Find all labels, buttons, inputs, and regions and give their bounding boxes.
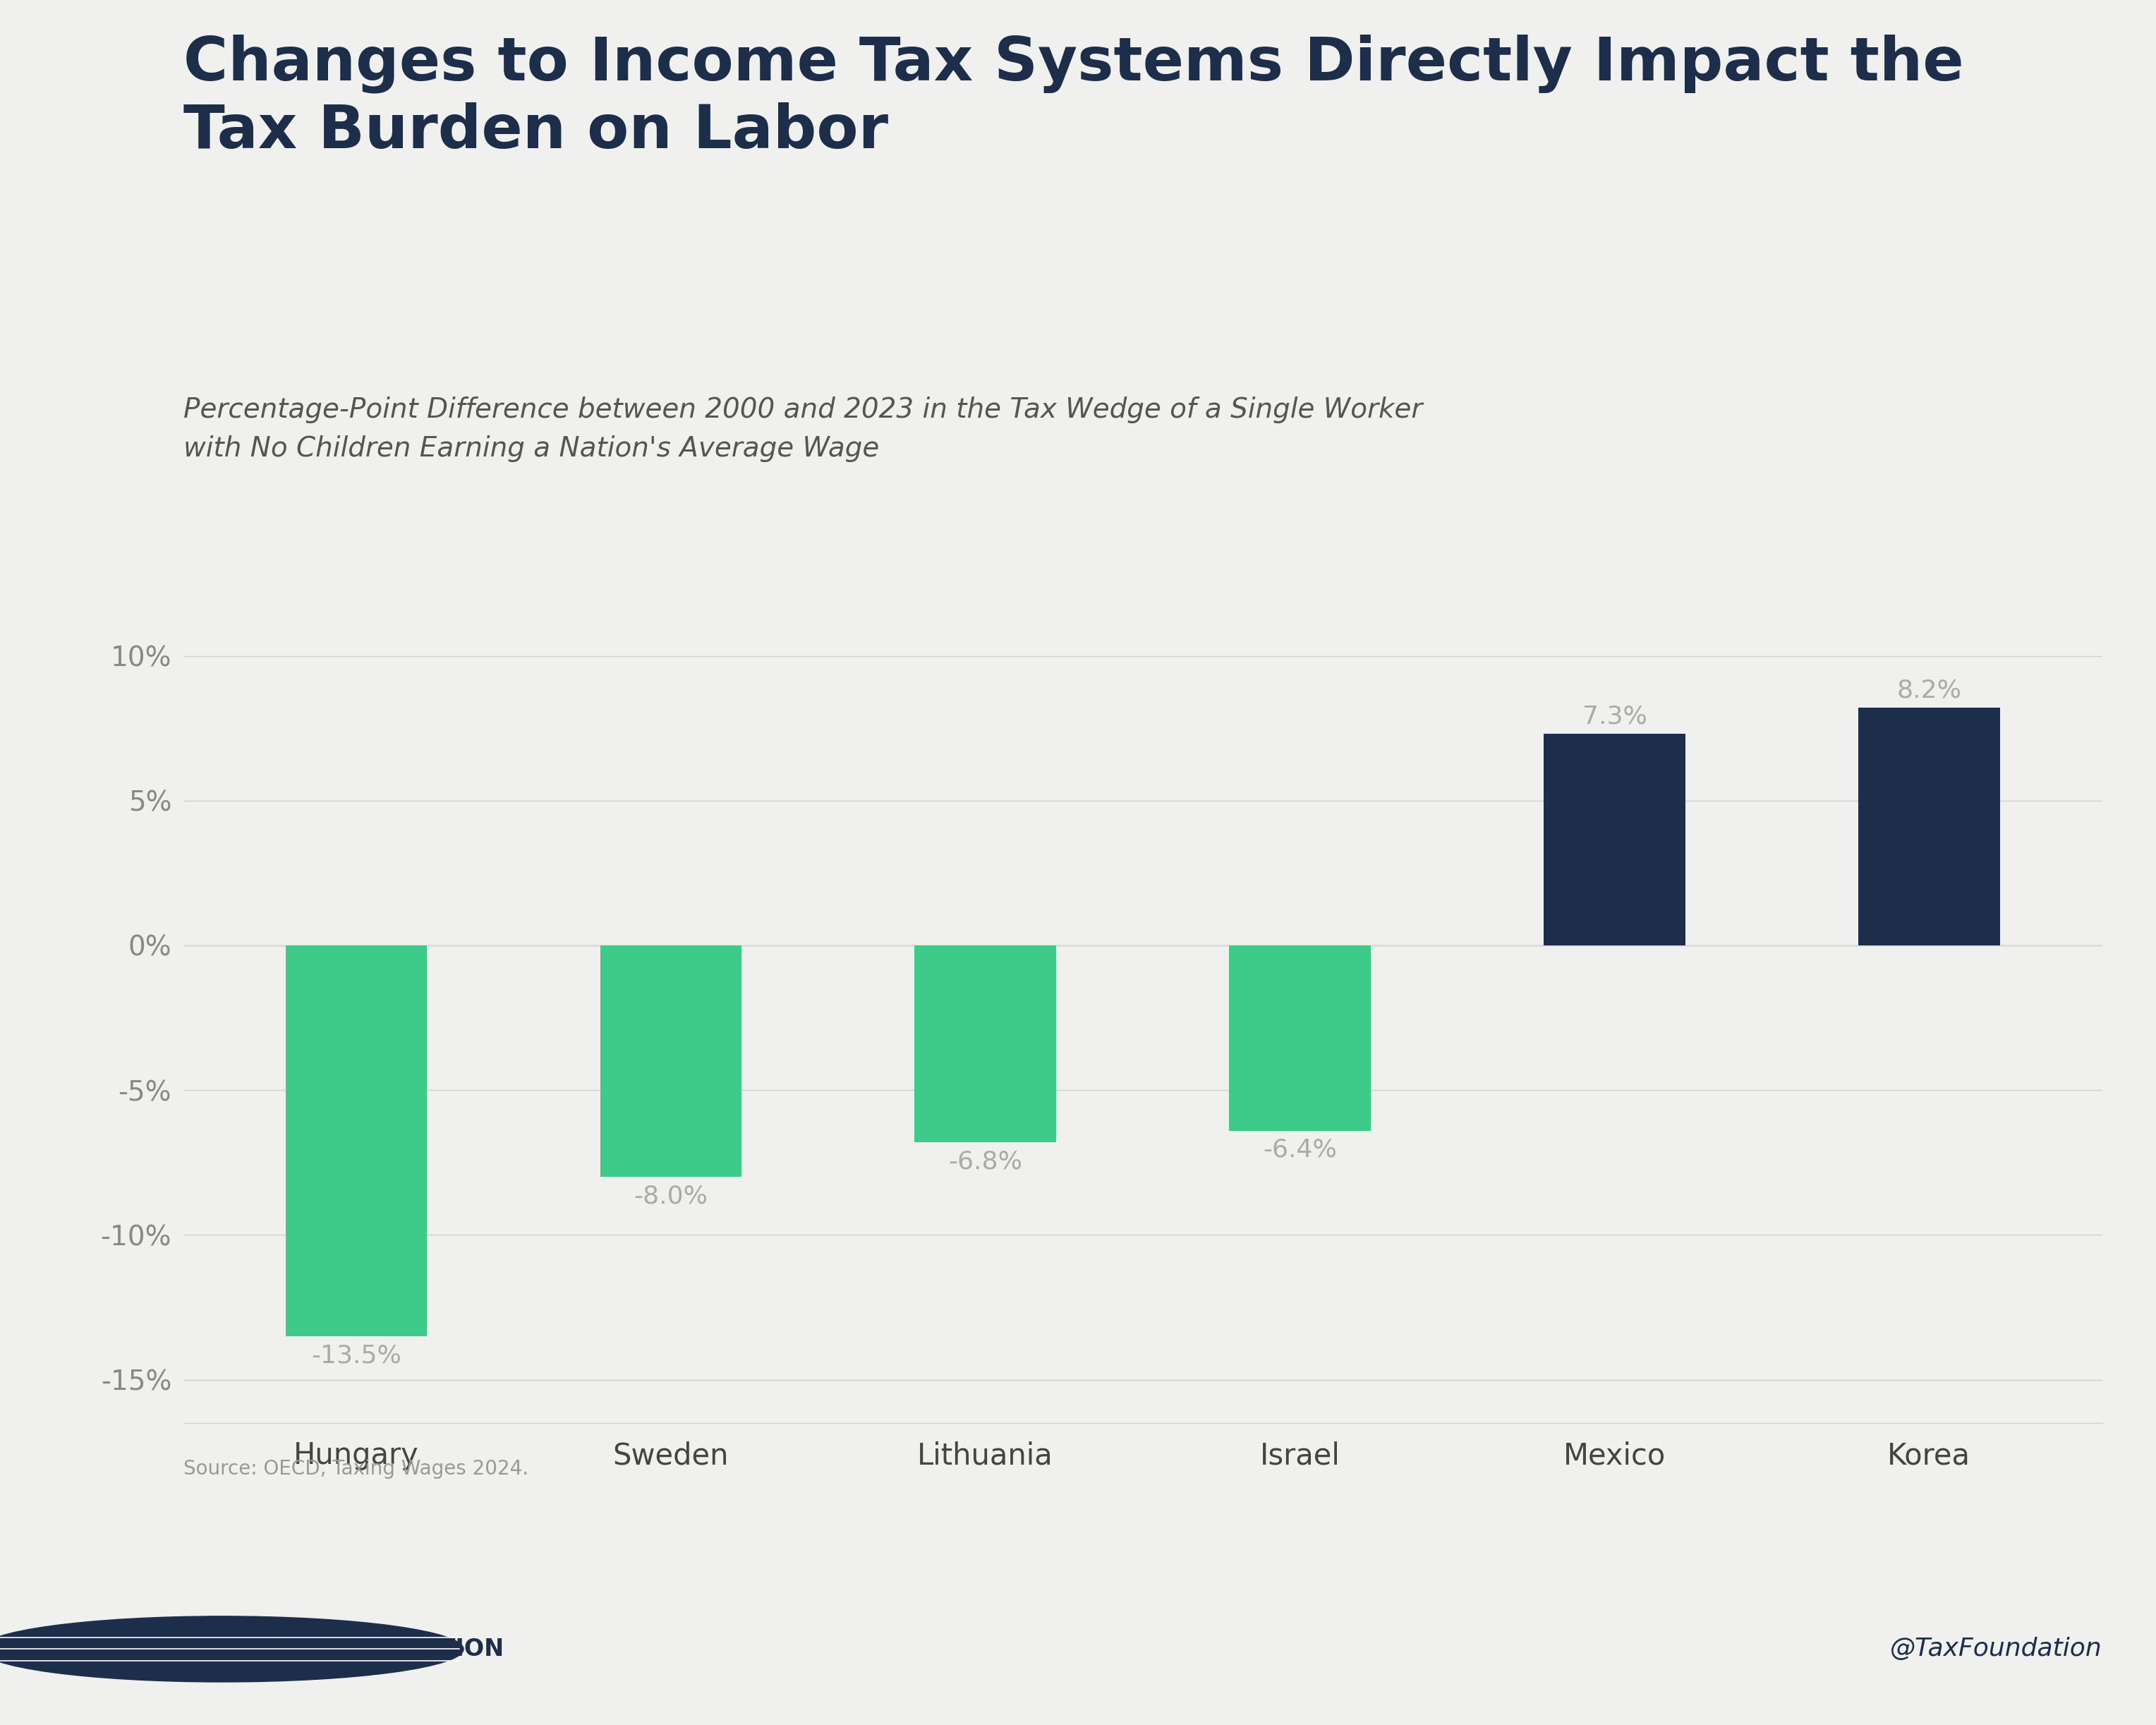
Text: TAX FOUNDATION: TAX FOUNDATION [270, 1637, 505, 1661]
Text: Percentage-Point Difference between 2000 and 2023 in the Tax Wedge of a Single W: Percentage-Point Difference between 2000… [183, 397, 1423, 462]
Bar [285, 945, 427, 1337]
Text: -8.0%: -8.0% [634, 1185, 707, 1208]
Bar [1858, 707, 2001, 945]
Text: @TaxFoundation: @TaxFoundation [1891, 1637, 2102, 1661]
Text: 8.2%: 8.2% [1897, 678, 1962, 702]
Text: Source: OECD, Taxing Wages 2024.: Source: OECD, Taxing Wages 2024. [183, 1459, 528, 1478]
Bar [914, 945, 1056, 1142]
Bar [1229, 945, 1371, 1130]
Bar [1544, 733, 1686, 945]
Text: Changes to Income Tax Systems Directly Impact the
Tax Burden on Labor: Changes to Income Tax Systems Directly I… [183, 34, 1964, 160]
Circle shape [0, 1616, 464, 1682]
Text: -13.5%: -13.5% [310, 1344, 401, 1368]
Text: -6.4%: -6.4% [1263, 1138, 1337, 1163]
Text: -6.8%: -6.8% [949, 1149, 1022, 1173]
Text: 7.3%: 7.3% [1583, 704, 1647, 728]
Bar [599, 945, 742, 1176]
